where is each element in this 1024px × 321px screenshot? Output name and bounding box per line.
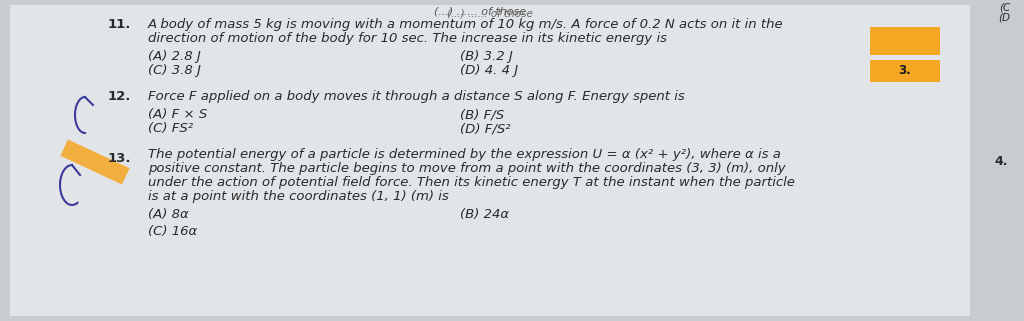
Text: 11.: 11. <box>108 18 131 31</box>
Text: The potential energy of a particle is determined by the expression U = α (x² + y: The potential energy of a particle is de… <box>148 148 781 161</box>
Text: direction of motion of the body for 10 sec. The increase in its kinetic energy i: direction of motion of the body for 10 s… <box>148 32 667 45</box>
Polygon shape <box>60 139 130 185</box>
Text: (B) 24α: (B) 24α <box>460 208 509 221</box>
Text: positive constant. The particle begins to move from a point with the coordinates: positive constant. The particle begins t… <box>148 162 785 175</box>
Text: (B) F/S: (B) F/S <box>460 108 504 121</box>
Text: is at a point with the coordinates (1, 1) (m) is: is at a point with the coordinates (1, 1… <box>148 190 449 203</box>
Text: 4.: 4. <box>994 155 1008 168</box>
Text: (D) 4. 4 J: (D) 4. 4 J <box>460 64 518 77</box>
Text: (C) 16α: (C) 16α <box>148 225 198 238</box>
Text: under the action of potential field force. Then its kinetic energy T at the inst: under the action of potential field forc… <box>148 176 795 189</box>
Text: (C) 3.8 J: (C) 3.8 J <box>148 64 201 77</box>
Bar <box>870 27 940 55</box>
Text: 3.: 3. <box>899 65 911 77</box>
Text: (...) ...... of those: (...) ...... of those <box>434 6 526 16</box>
Bar <box>870 60 940 82</box>
Text: (A) F × S: (A) F × S <box>148 108 207 121</box>
Text: (A) 8α: (A) 8α <box>148 208 188 221</box>
Text: (...) ...... of those: (...) ...... of those <box>447 8 532 18</box>
Text: (C) FS²: (C) FS² <box>148 122 194 135</box>
Text: 13.: 13. <box>108 152 131 165</box>
Text: 12.: 12. <box>108 90 131 103</box>
Text: (C: (C <box>998 2 1010 12</box>
Text: (B) 3.2 J: (B) 3.2 J <box>460 50 513 63</box>
Text: Force F applied on a body moves it through a distance S along F. Energy spent is: Force F applied on a body moves it throu… <box>148 90 685 103</box>
Text: (D: (D <box>998 12 1010 22</box>
Text: A body of mass 5 kg is moving with a momentum of 10 kg m/s. A force of 0.2 N act: A body of mass 5 kg is moving with a mom… <box>148 18 783 31</box>
Text: (A) 2.8 J: (A) 2.8 J <box>148 50 201 63</box>
Text: (D) F/S²: (D) F/S² <box>460 122 511 135</box>
